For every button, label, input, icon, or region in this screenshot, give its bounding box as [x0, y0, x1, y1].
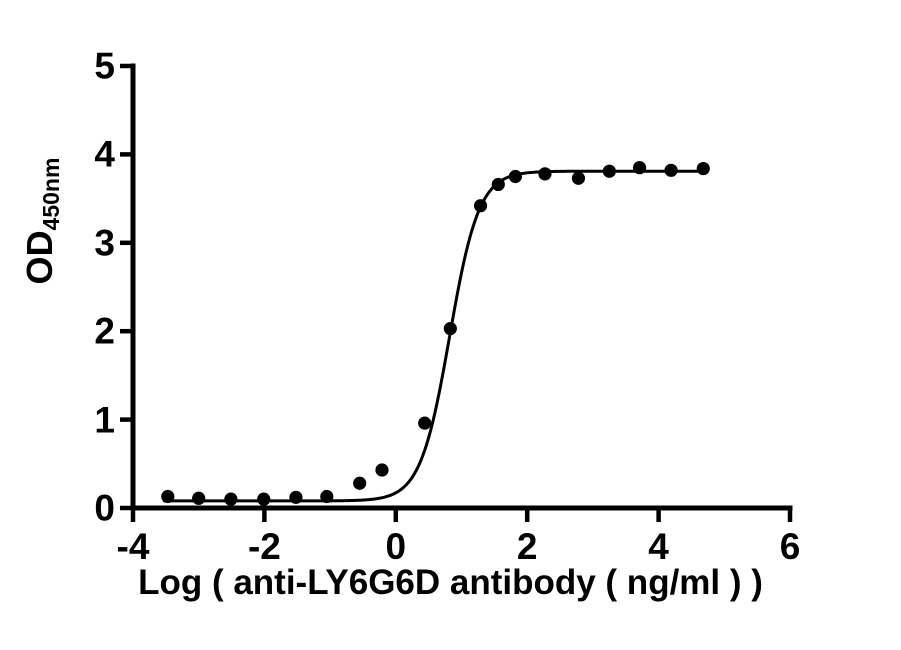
- data-point: [602, 164, 616, 178]
- x-tick-label: 4: [648, 526, 669, 567]
- x-tick-label: -4: [116, 526, 150, 567]
- data-points-group: [161, 161, 710, 506]
- data-point: [491, 177, 505, 192]
- data-point: [224, 492, 238, 506]
- data-point: [443, 321, 457, 336]
- data-point: [320, 489, 334, 504]
- x-tick-label: 0: [385, 526, 407, 567]
- data-point: [375, 463, 389, 477]
- y-axis-title-main: OD: [19, 230, 60, 285]
- data-point: [632, 161, 647, 175]
- sigmoid-fit-curve: [163, 169, 707, 503]
- data-point: [161, 489, 175, 504]
- axis-group: [120, 63, 793, 522]
- axis-lines: [130, 63, 793, 511]
- y-tick-label: 4: [94, 133, 115, 175]
- y-axis-title-subscript: 450nm: [38, 157, 64, 231]
- data-point: [257, 492, 271, 506]
- data-point: [508, 169, 522, 184]
- data-point: [696, 161, 710, 176]
- data-point: [571, 171, 586, 185]
- data-point: [418, 416, 432, 430]
- y-tick-marks: [120, 63, 133, 511]
- y-tick-label: 2: [94, 310, 115, 352]
- x-tick-label: 2: [516, 526, 538, 567]
- y-tick-label: 1: [94, 399, 115, 441]
- x-tick-label: 6: [779, 526, 801, 567]
- data-point: [664, 163, 678, 177]
- y-tick-label: 0: [94, 487, 115, 529]
- x-axis-title: Log ( anti-LY6G6D antibody ( ng/ml ) ): [138, 563, 763, 602]
- x-tick-marks: [130, 508, 793, 522]
- y-axis-title: OD450nm: [19, 121, 64, 321]
- data-point: [473, 199, 488, 213]
- data-point: [289, 490, 303, 504]
- y-tick-label: 3: [94, 222, 115, 264]
- data-point: [353, 476, 367, 490]
- data-point: [192, 491, 206, 505]
- x-tick-label: -2: [247, 526, 281, 567]
- data-point: [538, 167, 552, 181]
- y-tick-label: 5: [94, 45, 115, 87]
